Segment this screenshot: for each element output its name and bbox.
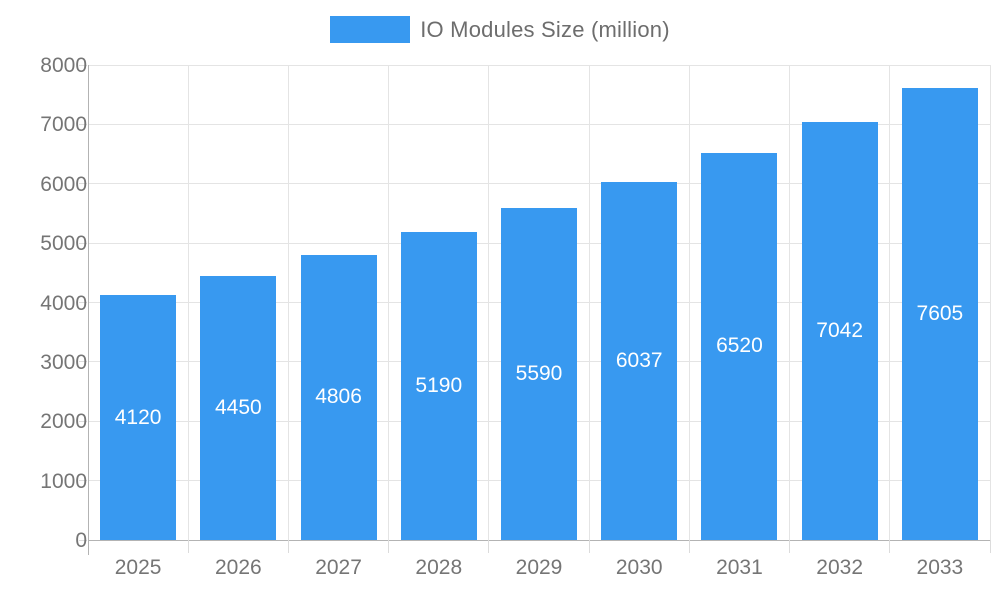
x-axis-tick (688, 540, 690, 553)
legend-swatch-icon (330, 16, 411, 43)
y-axis-tick (79, 420, 87, 422)
bar: 7042 (801, 121, 878, 540)
y-axis-tick (79, 302, 87, 303)
bar-value-label: 7605 (916, 302, 964, 326)
x-axis-tick (187, 540, 189, 553)
x-axis-tick-label: 2032 (816, 556, 864, 579)
x-axis-tick-label: 2029 (515, 556, 563, 579)
x-axis-tick-label: 2033 (916, 556, 964, 579)
y-axis-tick-label: 0 (75, 529, 87, 552)
bar: 4120 (100, 295, 177, 540)
y-axis-tick-label: 5000 (40, 232, 87, 256)
vertical-gridline (488, 65, 490, 540)
bar-value-label: 4120 (114, 405, 162, 429)
bar: 6520 (701, 152, 778, 540)
x-axis-tick (287, 540, 289, 553)
x-axis-tick (388, 540, 390, 553)
vertical-gridline (789, 65, 791, 540)
vertical-gridline (187, 65, 189, 540)
y-axis-tick-label: 7000 (40, 113, 87, 137)
y-axis-tick (79, 183, 87, 185)
bar: 7605 (901, 88, 978, 540)
plot-area: 4120 4450 4806 5190 5590 6037 6520 7042 7605 (79, 64, 991, 541)
y-axis-tick-label: 2000 (40, 410, 87, 434)
vertical-gridline (889, 65, 891, 540)
y-axis-tick-label: 1000 (40, 469, 87, 493)
y-axis-tick (79, 123, 87, 125)
bar-value-label: 5590 (515, 362, 563, 386)
x-axis-tick (87, 540, 89, 555)
y-axis-tick-label: 4000 (40, 291, 87, 315)
bar: 4450 (200, 275, 277, 540)
vertical-gridline (688, 65, 690, 540)
bar: 4806 (300, 254, 377, 540)
vertical-gridline (388, 65, 390, 540)
bar-value-label: 5190 (415, 373, 463, 397)
legend-label: IO Modules Size (million) (420, 16, 670, 42)
bar-value-label: 6037 (615, 348, 663, 372)
y-axis-tick (79, 539, 87, 541)
x-axis-tick-label: 2025 (114, 556, 162, 579)
y-axis-tick-label: 6000 (40, 172, 87, 196)
vertical-gridline (588, 65, 590, 540)
x-axis-tick-label: 2030 (615, 556, 663, 579)
bar: 5590 (501, 208, 577, 540)
bar: 6037 (601, 181, 678, 540)
bar-value-label: 7042 (816, 318, 864, 342)
x-axis-tick (588, 540, 590, 553)
bar-value-label: 4806 (315, 385, 362, 409)
x-axis-tick (488, 540, 490, 553)
x-axis-tick (889, 540, 891, 553)
y-axis-tick (79, 242, 87, 244)
y-axis-tick (79, 480, 87, 482)
legend[interactable]: IO Modules Size (million) (0, 16, 1000, 43)
x-axis-tick-label: 2031 (716, 556, 763, 579)
x-axis-tick (989, 540, 991, 553)
vertical-gridline (989, 65, 991, 540)
y-axis-tick-label: 3000 (40, 350, 87, 374)
x-axis-tick (789, 540, 791, 553)
x-axis-tick-label: 2027 (315, 556, 362, 579)
x-axis-line (88, 540, 990, 541)
bar-value-label: 4450 (214, 395, 262, 419)
y-axis-tick-label: 8000 (40, 54, 87, 77)
x-axis-tick-label: 2026 (214, 556, 262, 579)
y-axis-tick (79, 361, 87, 363)
x-axis-tick-label: 2028 (415, 556, 463, 579)
bar-value-label: 6520 (716, 334, 763, 358)
horizontal-gridline (88, 183, 990, 185)
horizontal-gridline (88, 123, 990, 125)
y-axis-tick (79, 64, 87, 66)
vertical-gridline (287, 65, 289, 540)
horizontal-gridline (88, 64, 990, 66)
bar: 5190 (400, 231, 477, 540)
y-axis-line (88, 65, 89, 555)
